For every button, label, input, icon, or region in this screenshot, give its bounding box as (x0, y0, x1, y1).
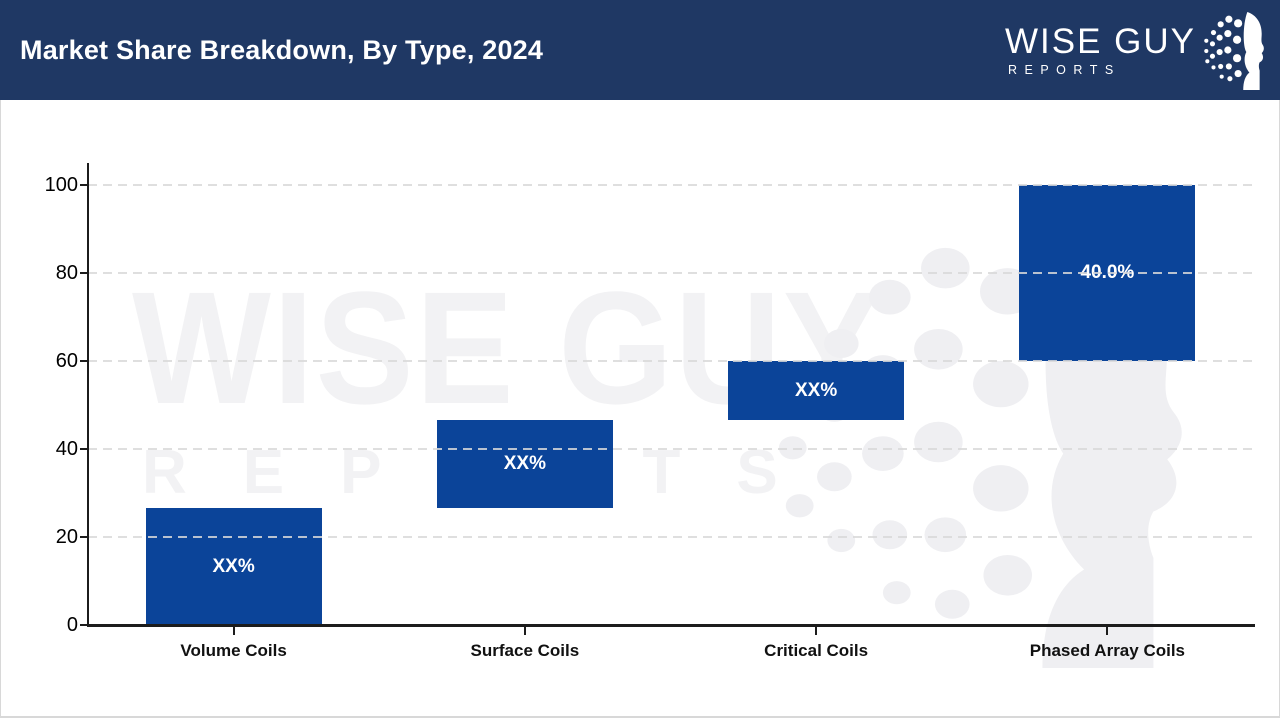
gridline (88, 360, 1253, 362)
x-axis-label: Phased Array Coils (1029, 641, 1186, 660)
y-axis-label: 40 (55, 438, 78, 460)
bar-value-label: XX% (795, 379, 838, 401)
wiseguy-logo: WISE GUY REPORTS (1005, 10, 1266, 90)
y-axis-label: 0 (66, 614, 78, 636)
bar-value-label: XX% (212, 555, 255, 577)
x-axis-label: Volume Coils (180, 641, 287, 660)
x-tick (232, 627, 235, 635)
y-tick (80, 448, 88, 450)
x-tick (1106, 627, 1109, 635)
logo-text: WISE GUY REPORTS (1005, 24, 1196, 77)
x-axis-label: Critical Coils (764, 641, 869, 660)
gridline (88, 448, 1253, 450)
bar: XX% (436, 420, 613, 509)
y-axis-label: 100 (44, 174, 78, 196)
wiseguy-head-icon (1204, 12, 1264, 90)
gridline (88, 184, 1253, 186)
y-tick (80, 624, 88, 626)
chart-title: Market Share Breakdown, By Type, 2024 (20, 34, 544, 65)
x-tick (815, 627, 818, 635)
gridline (88, 536, 1253, 538)
y-tick (80, 272, 88, 274)
logo-subtext: REPORTS (1007, 62, 1121, 77)
y-tick (80, 536, 88, 538)
logo-wordmark: WISE GUY (1004, 21, 1196, 61)
y-axis-label: 20 (55, 526, 78, 548)
y-tick (80, 360, 88, 362)
bar-value-label: XX% (503, 453, 546, 475)
bar: XX% (145, 508, 322, 625)
y-axis-label: 60 (55, 350, 78, 372)
bar: XX% (728, 361, 905, 421)
y-axis-line (87, 163, 89, 627)
x-tick (523, 627, 526, 635)
gridline (88, 272, 1253, 274)
x-axis-label: Surface Coils (470, 641, 580, 660)
y-axis-label: 80 (55, 262, 78, 284)
left-border (0, 100, 1, 717)
bottom-border (0, 716, 1280, 718)
x-axis-line (88, 624, 1255, 627)
chart-header: Market Share Breakdown, By Type, 2024 WI… (0, 0, 1280, 100)
y-tick (80, 184, 88, 186)
